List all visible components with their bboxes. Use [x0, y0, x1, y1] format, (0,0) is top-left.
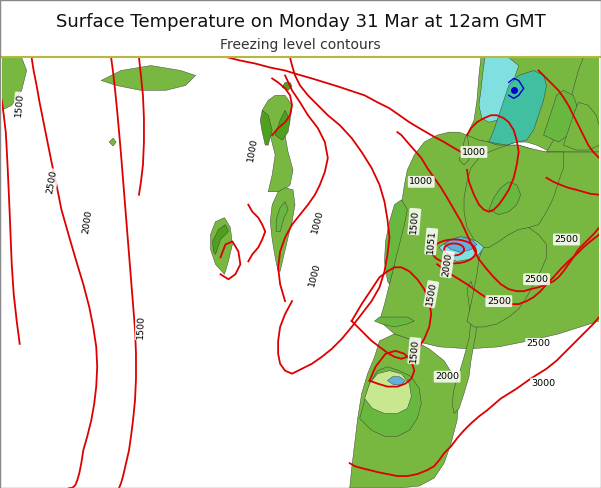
Polygon shape	[374, 317, 414, 327]
Polygon shape	[388, 377, 405, 385]
Polygon shape	[282, 82, 292, 90]
Polygon shape	[275, 110, 290, 140]
Polygon shape	[270, 188, 295, 271]
Polygon shape	[489, 182, 520, 215]
Text: 2000: 2000	[441, 252, 453, 277]
Polygon shape	[101, 65, 196, 90]
Polygon shape	[379, 132, 599, 349]
Text: 2500: 2500	[487, 297, 511, 305]
Text: 1500: 1500	[409, 209, 420, 234]
Polygon shape	[464, 145, 563, 247]
Polygon shape	[444, 237, 477, 252]
Polygon shape	[365, 371, 411, 413]
Polygon shape	[2, 58, 26, 110]
Polygon shape	[546, 58, 599, 152]
Polygon shape	[262, 95, 293, 192]
Text: 3000: 3000	[531, 379, 555, 388]
Text: 1000: 1000	[308, 262, 322, 287]
Polygon shape	[563, 102, 599, 150]
Text: 1051: 1051	[426, 229, 437, 254]
Polygon shape	[359, 366, 421, 436]
Text: 1000: 1000	[462, 147, 486, 157]
Polygon shape	[210, 218, 233, 274]
Text: Freezing level contours: Freezing level contours	[220, 38, 381, 52]
Text: 1500: 1500	[409, 339, 420, 363]
Text: 1000: 1000	[311, 209, 325, 234]
Polygon shape	[459, 135, 469, 165]
Polygon shape	[439, 238, 484, 262]
Polygon shape	[479, 58, 519, 122]
Polygon shape	[385, 200, 407, 284]
Text: 1500: 1500	[136, 315, 146, 339]
Text: 2500: 2500	[554, 235, 578, 244]
Text: 2500: 2500	[45, 169, 58, 194]
Text: 1000: 1000	[246, 138, 259, 163]
Polygon shape	[276, 202, 288, 231]
Text: 2000: 2000	[81, 209, 93, 234]
Text: 1000: 1000	[409, 177, 433, 186]
Text: 2500: 2500	[526, 339, 551, 348]
Polygon shape	[213, 224, 228, 254]
Text: 1500: 1500	[425, 282, 438, 307]
Polygon shape	[452, 281, 477, 413]
Text: 2500: 2500	[525, 275, 549, 284]
Polygon shape	[109, 138, 116, 146]
Text: 1500: 1500	[14, 93, 25, 118]
Polygon shape	[489, 70, 546, 145]
Polygon shape	[467, 58, 599, 152]
Polygon shape	[543, 90, 578, 142]
Polygon shape	[467, 222, 546, 327]
Polygon shape	[260, 110, 272, 145]
Text: Surface Temperature on Monday 31 Mar at 12am GMT: Surface Temperature on Monday 31 Mar at …	[56, 13, 545, 31]
Polygon shape	[350, 334, 459, 488]
Text: 2000: 2000	[435, 372, 459, 381]
